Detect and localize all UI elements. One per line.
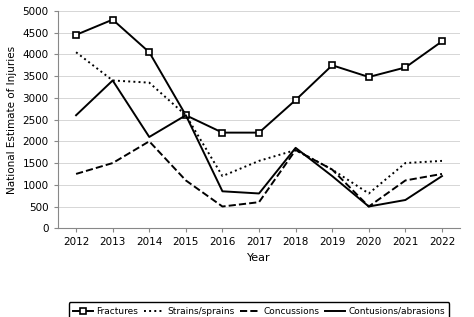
X-axis label: Year: Year	[247, 253, 271, 263]
Legend: Fractures, Strains/sprains, Concussions, Contusions/abrasions: Fractures, Strains/sprains, Concussions,…	[69, 302, 449, 317]
Strains/sprains	[110, 79, 116, 82]
Fractures	[256, 131, 262, 134]
Concussions	[183, 178, 189, 182]
Fractures	[366, 75, 372, 79]
Strains/sprains	[73, 50, 79, 54]
Concussions	[73, 172, 79, 176]
Strains/sprains	[439, 159, 445, 163]
Contusions/abrasions	[439, 174, 445, 178]
Concussions	[293, 148, 299, 152]
Contusions/abrasions	[110, 79, 116, 82]
Fractures	[293, 98, 299, 102]
Fractures	[219, 131, 225, 134]
Fractures	[110, 18, 116, 22]
Contusions/abrasions	[402, 198, 408, 202]
Line: Strains/sprains: Strains/sprains	[76, 52, 442, 193]
Concussions	[402, 178, 408, 182]
Contusions/abrasions	[183, 113, 189, 117]
Fractures	[402, 66, 408, 69]
Strains/sprains	[183, 113, 189, 117]
Contusions/abrasions	[73, 113, 79, 117]
Fractures	[73, 33, 79, 37]
Contusions/abrasions	[329, 174, 335, 178]
Concussions	[110, 161, 116, 165]
Concussions	[219, 204, 225, 208]
Concussions	[256, 200, 262, 204]
Fractures	[439, 39, 445, 43]
Concussions	[329, 168, 335, 171]
Strains/sprains	[219, 174, 225, 178]
Contusions/abrasions	[366, 204, 372, 208]
Strains/sprains	[256, 159, 262, 163]
Contusions/abrasions	[219, 189, 225, 193]
Line: Concussions: Concussions	[76, 141, 442, 206]
Strains/sprains	[293, 148, 299, 152]
Contusions/abrasions	[256, 191, 262, 195]
Strains/sprains	[329, 168, 335, 171]
Fractures	[329, 63, 335, 67]
Y-axis label: National Estimate of Injuries: National Estimate of Injuries	[7, 46, 17, 194]
Contusions/abrasions	[146, 135, 152, 139]
Concussions	[366, 204, 372, 208]
Strains/sprains	[366, 191, 372, 195]
Line: Contusions/abrasions: Contusions/abrasions	[76, 81, 442, 206]
Fractures	[183, 113, 189, 117]
Strains/sprains	[402, 161, 408, 165]
Concussions	[439, 172, 445, 176]
Contusions/abrasions	[293, 146, 299, 150]
Concussions	[146, 139, 152, 143]
Fractures	[146, 50, 152, 54]
Strains/sprains	[146, 81, 152, 85]
Line: Fractures: Fractures	[73, 16, 445, 136]
